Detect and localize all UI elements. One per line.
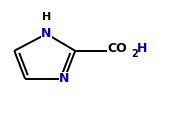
Text: N: N [41,27,52,40]
Text: CO: CO [107,42,127,55]
Text: H: H [136,42,147,55]
Text: N: N [59,72,70,85]
Text: H: H [42,12,51,22]
Text: 2: 2 [132,49,138,59]
